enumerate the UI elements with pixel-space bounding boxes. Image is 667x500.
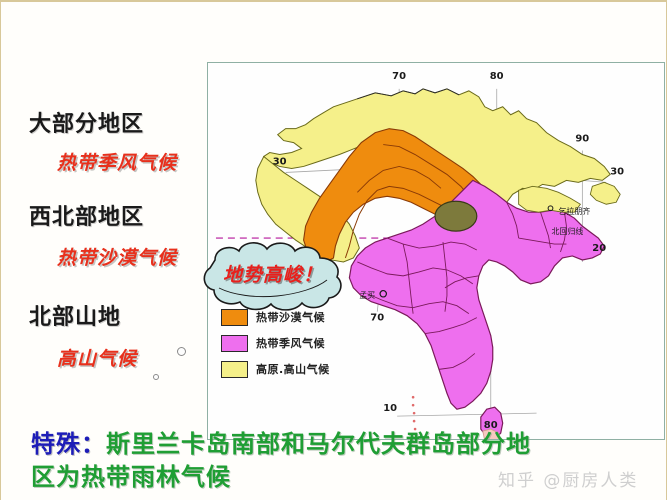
maldives-dots xyxy=(411,395,417,431)
south-asia-climate-map: 70 80 90 30 30 20 70 10 80 乞拉朋齐 北回归线 孟买 xyxy=(207,62,665,440)
map-label-cherrapunji: 乞拉朋齐 xyxy=(558,206,590,216)
map-legend: 热带沙漠气候 热带季风气候 高原.高山气候 xyxy=(221,305,351,383)
banner-text-1: 斯里兰卡岛南部和马尔代夫群岛部分地 xyxy=(106,430,531,458)
region-plateau-northeast xyxy=(518,185,582,213)
legend-item-monsoon: 热带季风气候 xyxy=(221,331,351,355)
map-label-lat-10: 10 xyxy=(383,403,397,414)
decorative-dot-icon xyxy=(153,374,159,380)
region-plateau-ne-small xyxy=(589,181,621,205)
map-label-lat-30-right: 30 xyxy=(610,166,624,177)
map-label-lon-90: 90 xyxy=(575,134,589,145)
region-climate-2: 高山气候 xyxy=(57,348,138,370)
map-label-lon-80-top: 80 xyxy=(490,71,504,82)
city-marker-cherrapunji xyxy=(547,205,554,212)
map-label-lon-70-bottom: 70 xyxy=(370,313,384,324)
banner-line-2: 区为热带雨林气候 xyxy=(31,463,231,491)
region-tropical-monsoon xyxy=(348,179,605,410)
desert-inner-contour-2 xyxy=(357,165,442,193)
legend-label-plateau: 高原.高山气候 xyxy=(256,363,330,376)
region-heading-0: 大部分地区 xyxy=(29,112,145,137)
himalaya-highlight-ellipse xyxy=(434,200,478,232)
coastline-detail xyxy=(357,88,460,100)
region-tropical-desert xyxy=(303,128,492,263)
banner-line-1: 特殊：斯里兰卡岛南部和马尔代夫群岛部分地 xyxy=(31,428,642,461)
internal-boundaries xyxy=(357,202,567,370)
decorative-circle-icon xyxy=(177,347,186,356)
legend-label-monsoon: 热带季风气候 xyxy=(256,337,325,350)
city-marker-mumbai xyxy=(379,289,388,298)
cloud-shape-icon xyxy=(203,242,342,311)
region-heading-2: 北部山地 xyxy=(29,305,122,330)
legend-swatch-plateau xyxy=(221,360,248,378)
map-label-lon-70-top: 70 xyxy=(392,71,406,82)
bottom-banner: 特殊：斯里兰卡岛南部和马尔代夫群岛部分地 区为热带雨林气候 xyxy=(1,422,666,500)
region-climate-1: 热带沙漠气候 xyxy=(57,247,178,269)
sri-lanka-south-tip xyxy=(482,428,501,439)
region-heading-1: 西北部地区 xyxy=(29,205,145,230)
cloud-callout: 地势高峻！ xyxy=(197,238,349,314)
map-svg: 70 80 90 30 30 20 70 10 80 乞拉朋齐 北回归线 孟买 xyxy=(215,71,624,439)
legend-item-desert: 热带沙漠气候 xyxy=(221,305,351,329)
map-label-lat-30-left: 30 xyxy=(273,156,287,167)
legend-item-plateau: 高原.高山气候 xyxy=(221,357,351,381)
region-climate-0: 热带季风气候 xyxy=(57,152,178,174)
map-label-mumbai: 孟买 xyxy=(359,290,375,300)
legend-label-desert: 热带沙漠气候 xyxy=(256,311,325,324)
map-label-lat-20: 20 xyxy=(592,243,606,254)
banner-prefix: 特殊： xyxy=(31,430,106,458)
legend-swatch-desert xyxy=(221,308,248,326)
legend-swatch-monsoon xyxy=(221,334,248,352)
map-label-tropic-of-cancer: 北回归线 xyxy=(551,226,583,236)
map-label-lon-80-bottom: 80 xyxy=(484,420,498,431)
left-text-column: 大部分地区 热带季风气候 西北部地区 热带沙漠气候 北部山地 高山气候 xyxy=(1,86,206,386)
